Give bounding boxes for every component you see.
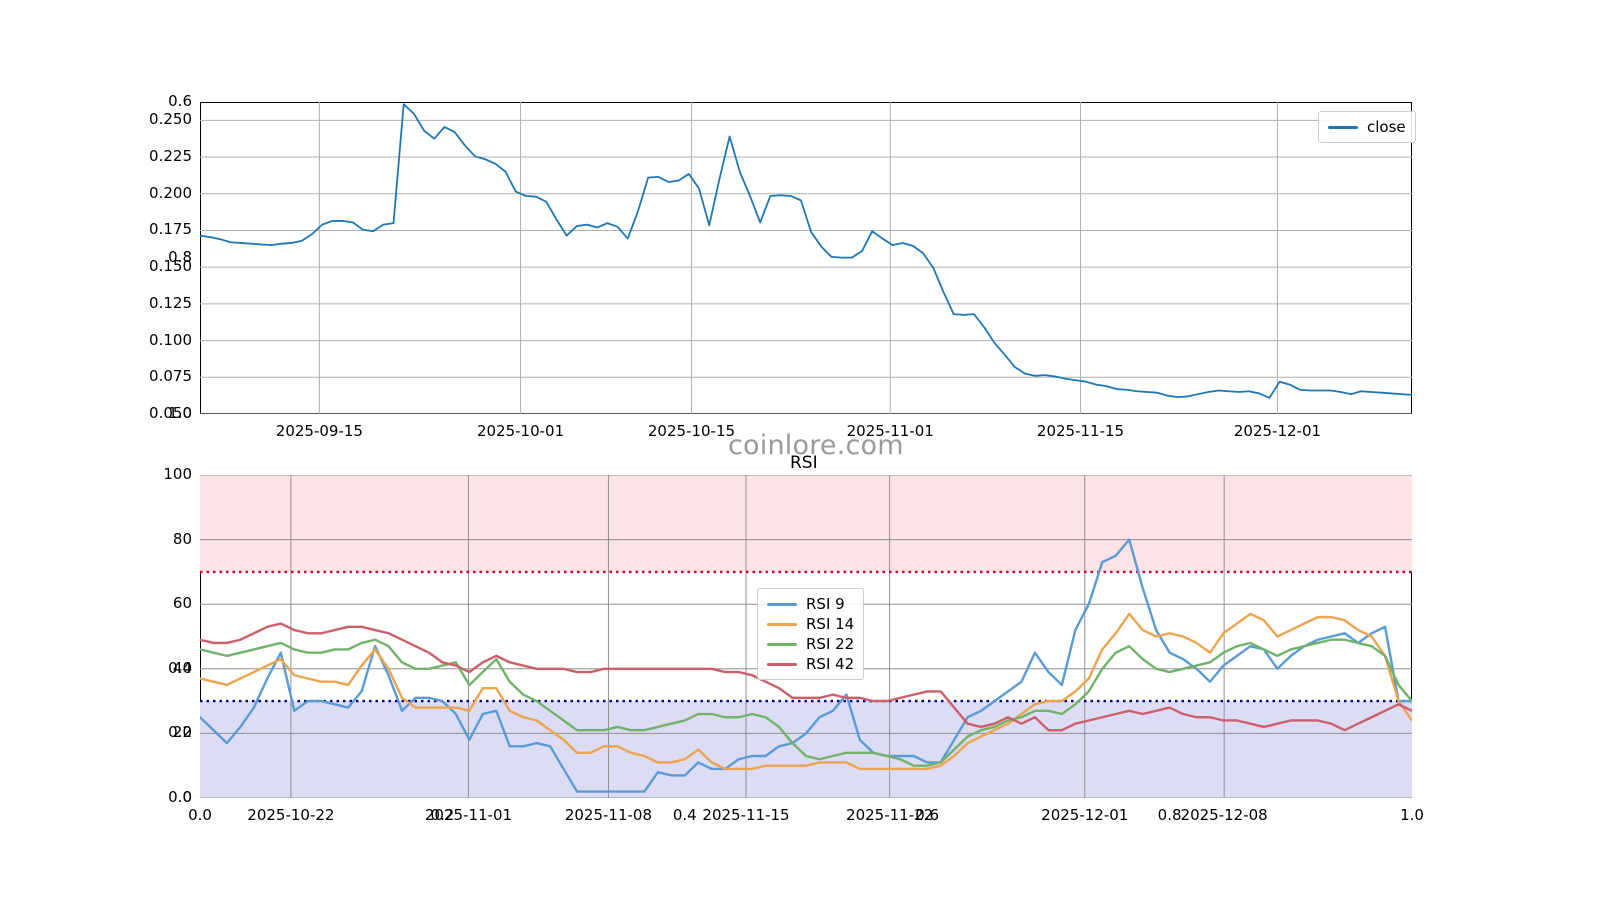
legend-swatch-icon [767, 602, 797, 606]
price-y-tick: 0.100 [149, 330, 192, 349]
rsi-x-tick-date: 2025-12-08 [1180, 806, 1268, 824]
rsi-title: RSI [790, 453, 818, 473]
price-y-tick: 0.200 [149, 183, 192, 202]
price-x-tick: 2025-12-01 [1233, 422, 1322, 440]
rsi-y-tick: 80 [172, 529, 192, 548]
rsi-legend-item[interactable]: RSI 42 [767, 654, 854, 674]
rsi-y-tick-secondary: 0.4 [168, 658, 192, 677]
rsi-x-tick-numeric: 0.8 [1157, 806, 1182, 824]
price-x-tick: 2025-10-01 [476, 422, 565, 440]
price-y-tick: 0.125 [149, 293, 192, 312]
price-y-tick-secondary: 0.6 [168, 92, 192, 110]
price-x-tick: 2025-11-15 [1036, 422, 1125, 440]
rsi-y-tick: 0 [182, 788, 192, 806]
rsi-legend-label: RSI 9 [806, 595, 845, 613]
rsi-y-tick: 60 [172, 594, 192, 613]
rsi-legend-item[interactable]: RSI 14 [767, 614, 854, 634]
rsi-x-tick-numeric: 0.6 [915, 806, 940, 824]
rsi-legend-label: RSI 22 [806, 635, 855, 653]
price-y-tick: 0.150 [149, 257, 192, 276]
price-y-tick: 0.075 [149, 367, 192, 386]
rsi-x-tick-date: 2025-11-22 [846, 806, 934, 824]
rsi-y-tick: 100 [163, 465, 192, 483]
price-x-tick: 2025-10-15 [647, 422, 736, 440]
price-legend[interactable]: close [1318, 111, 1416, 143]
price-x-tick: 2025-11-01 [846, 422, 934, 440]
rsi-legend[interactable]: RSI 9 RSI 14 RSI 22 RSI 42 [757, 588, 865, 680]
price-y-tick: 0.050 [149, 404, 192, 422]
rsi-x-tick-numeric: 0.2 [430, 806, 455, 824]
rsi-x-tick-numeric: 1.0 [1400, 806, 1424, 824]
rsi-x-tick-date: 2025-11-08 [564, 806, 653, 824]
rsi-legend-label: RSI 14 [806, 615, 855, 633]
price-y-tick-secondary: 0.8 [168, 248, 192, 266]
legend-swatch-icon [767, 622, 797, 626]
price-y-tick: 0.225 [149, 147, 192, 166]
rsi-x-tick-date: 2025-10-22 [247, 806, 335, 824]
legend-swatch-icon [1328, 125, 1358, 129]
rsi-legend-item[interactable]: RSI 22 [767, 634, 854, 654]
rsi-y-tick: 40 [172, 658, 192, 677]
price-y-tick: 0.175 [149, 220, 192, 239]
rsi-legend-item[interactable]: RSI 9 [767, 594, 854, 614]
price-legend-item[interactable]: close [1328, 117, 1406, 137]
price-y-tick: 0.250 [149, 110, 192, 129]
price-x-tick: 2025-09-15 [275, 422, 363, 440]
legend-swatch-icon [767, 642, 797, 646]
rsi-x-tick-numeric: 0.4 [672, 806, 697, 824]
rsi-y-tick-secondary: 0.2 [168, 723, 192, 742]
watermark: coinlore.com [728, 430, 904, 461]
rsi-x-tick-numeric: 0.0 [188, 806, 212, 824]
price-legend-label: close [1367, 118, 1406, 136]
legend-swatch-icon [767, 662, 797, 666]
rsi-x-tick-date: 2025-11-01 [424, 806, 513, 824]
rsi-y-tick: 20 [172, 723, 192, 742]
rsi-legend-label: RSI 42 [806, 655, 855, 673]
price-chart-plot [200, 102, 1412, 414]
rsi-x-tick-date: 2025-12-01 [1041, 806, 1129, 824]
rsi-chart-plot [200, 475, 1412, 798]
price-y-tick-secondary: 1.0 [168, 404, 192, 422]
rsi-y-tick-secondary: 0.0 [168, 788, 192, 806]
rsi-x-tick-date: 2025-11-15 [702, 806, 790, 824]
